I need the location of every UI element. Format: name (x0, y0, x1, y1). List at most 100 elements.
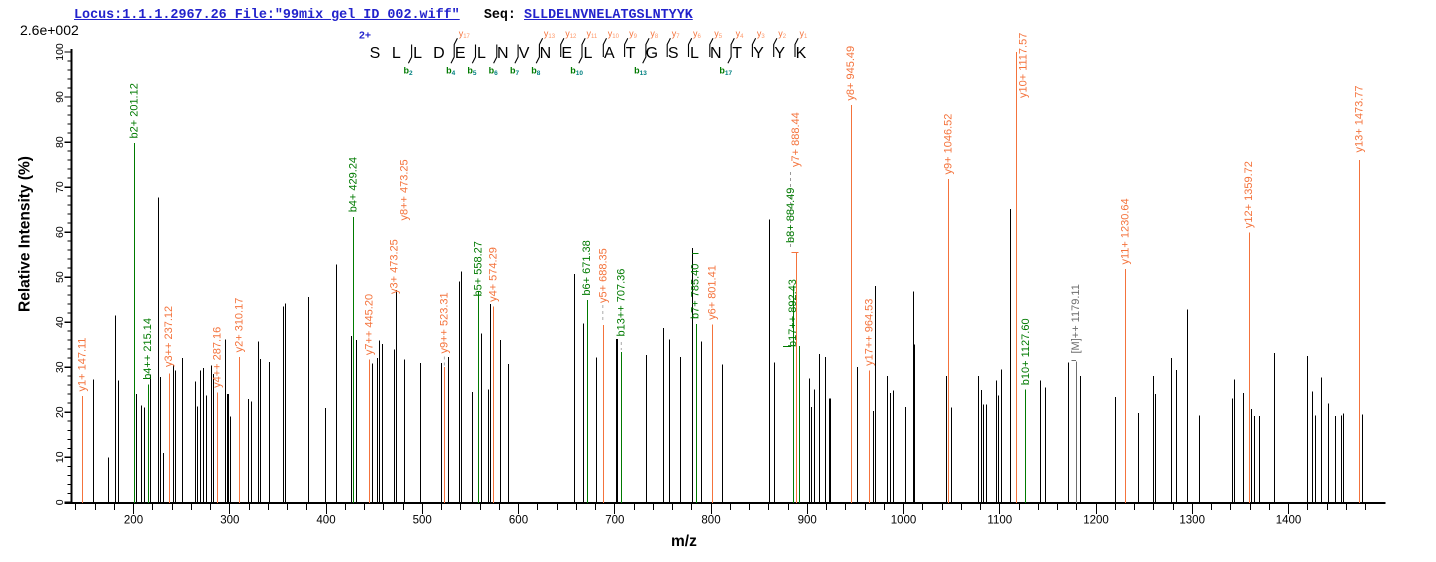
svg-text:y6: y6 (693, 29, 702, 41)
svg-text:900: 900 (798, 515, 817, 527)
svg-text:b10+ 1127.60: b10+ 1127.60 (1020, 318, 1032, 385)
svg-text:70: 70 (54, 181, 66, 193)
svg-text:20: 20 (54, 406, 66, 418)
svg-text:y9: y9 (629, 29, 638, 41)
svg-text:b7: b7 (510, 66, 520, 78)
svg-text:200: 200 (124, 515, 143, 527)
svg-text:y4: y4 (736, 29, 745, 41)
svg-text:b7+ 785.40: b7+ 785.40 (690, 264, 702, 319)
svg-text:y6+ 801.41: y6+ 801.41 (706, 265, 718, 320)
svg-text:y11+ 1230.64: y11+ 1230.64 (1120, 198, 1132, 264)
svg-text:b17: b17 (719, 66, 732, 78)
svg-text:b5: b5 (467, 66, 477, 78)
svg-text:1200: 1200 (1083, 515, 1109, 527)
svg-text:N: N (710, 45, 722, 62)
svg-text:b5+ 558.27: b5+ 558.27 (472, 241, 484, 296)
svg-text:Relative Intensity (%): Relative Intensity (%) (17, 156, 34, 312)
svg-text:y4++ 287.16: y4++ 287.16 (211, 327, 223, 388)
svg-text:y5+ 688.35: y5+ 688.35 (598, 248, 610, 303)
svg-text:y12: y12 (565, 29, 577, 41)
svg-text:y13+ 1473.77: y13+ 1473.77 (1354, 86, 1366, 153)
svg-text:50: 50 (54, 271, 66, 283)
svg-text:b4+ 429.24: b4+ 429.24 (348, 157, 360, 212)
svg-text:y8+ 945.49: y8+ 945.49 (845, 46, 857, 101)
svg-text:G: G (646, 45, 658, 62)
svg-text:2.6e+002: 2.6e+002 (20, 22, 79, 38)
svg-text:Y: Y (774, 45, 785, 62)
svg-text:y17++ 964.53: y17++ 964.53 (863, 299, 875, 366)
svg-text:y7++ 445.20: y7++ 445.20 (364, 294, 376, 355)
svg-text:y5: y5 (714, 29, 723, 41)
svg-text:1300: 1300 (1179, 515, 1205, 527)
svg-text:K: K (796, 45, 807, 62)
svg-text:b8: b8 (531, 66, 541, 78)
svg-text:Y: Y (753, 45, 764, 62)
svg-text:1100: 1100 (987, 515, 1012, 527)
svg-text:b6: b6 (489, 66, 499, 78)
svg-text:y7: y7 (672, 29, 681, 41)
svg-text:600: 600 (509, 515, 528, 527)
svg-text:1400: 1400 (1276, 515, 1302, 527)
svg-text:E: E (561, 45, 572, 62)
svg-text:b4: b4 (446, 66, 456, 78)
svg-text:y17: y17 (459, 29, 471, 41)
svg-text:E: E (455, 45, 466, 62)
svg-text:y8: y8 (650, 29, 659, 41)
svg-text:N: N (497, 45, 509, 62)
svg-text:b17++ 892.43: b17++ 892.43 (787, 279, 799, 347)
svg-text:y8++ 473.25: y8++ 473.25 (399, 159, 411, 220)
svg-text:y1+ 147.11: y1+ 147.11 (77, 338, 89, 392)
svg-text:400: 400 (316, 515, 335, 527)
svg-text:b2+ 201.12: b2+ 201.12 (129, 83, 141, 138)
svg-text:0: 0 (54, 499, 66, 505)
svg-text:1000: 1000 (891, 515, 917, 527)
svg-text:L: L (392, 45, 401, 62)
svg-text:L: L (477, 45, 486, 62)
svg-text:b13++ 707.36: b13++ 707.36 (615, 269, 627, 337)
svg-text:b8+ 884.49: b8+ 884.49 (785, 188, 797, 243)
svg-text:y9+ 1046.52: y9+ 1046.52 (942, 114, 954, 175)
svg-text:L: L (413, 45, 422, 62)
svg-text:y3: y3 (757, 29, 766, 41)
svg-text:m/z: m/z (671, 533, 697, 550)
svg-text:10: 10 (54, 451, 66, 463)
svg-text:T: T (626, 45, 636, 62)
svg-text:700: 700 (605, 515, 624, 527)
svg-text:T: T (732, 45, 742, 62)
svg-text:y3+ 473.25: y3+ 473.25 (389, 239, 401, 294)
svg-text:y11: y11 (587, 29, 598, 41)
svg-text:y12+ 1359.72: y12+ 1359.72 (1243, 161, 1255, 228)
svg-text:40: 40 (54, 316, 66, 328)
svg-text:y13: y13 (544, 29, 556, 41)
svg-text:S: S (370, 45, 381, 62)
svg-text:300: 300 (220, 515, 239, 527)
svg-text:b10: b10 (570, 66, 583, 78)
svg-text:L: L (584, 45, 593, 62)
svg-text:y4+ 574.29: y4+ 574.29 (488, 247, 500, 302)
svg-text:D: D (433, 45, 445, 62)
svg-text:y3++ 237.12: y3++ 237.12 (163, 306, 175, 367)
svg-text:60: 60 (54, 226, 66, 238)
svg-text:800: 800 (701, 515, 720, 527)
svg-text:b6+ 671.38: b6+ 671.38 (581, 240, 593, 295)
svg-text:100: 100 (54, 43, 66, 61)
svg-text:b13: b13 (634, 66, 647, 78)
svg-text:y9++ 523.31: y9++ 523.31 (439, 292, 451, 353)
svg-text:y2+ 310.17: y2+ 310.17 (234, 298, 246, 353)
svg-text:A: A (604, 45, 615, 62)
svg-text:[M]++ 1179.11: [M]++ 1179.11 (1070, 284, 1082, 353)
svg-text:y7+ 888.44: y7+ 888.44 (790, 112, 802, 167)
svg-text:b2: b2 (403, 66, 413, 78)
svg-text:N: N (540, 45, 552, 62)
svg-text:y10: y10 (608, 29, 620, 41)
svg-text:30: 30 (54, 361, 66, 373)
svg-text:2+: 2+ (359, 30, 371, 42)
svg-text:y1: y1 (800, 29, 809, 41)
svg-text:500: 500 (413, 515, 432, 527)
svg-text:L: L (690, 45, 699, 62)
svg-text:80: 80 (54, 136, 66, 148)
svg-text:y2: y2 (778, 29, 787, 41)
svg-text:b4++ 215.14: b4++ 215.14 (142, 318, 154, 380)
svg-text:S: S (668, 45, 679, 62)
svg-text:y10+ 1117.57: y10+ 1117.57 (1018, 33, 1030, 98)
